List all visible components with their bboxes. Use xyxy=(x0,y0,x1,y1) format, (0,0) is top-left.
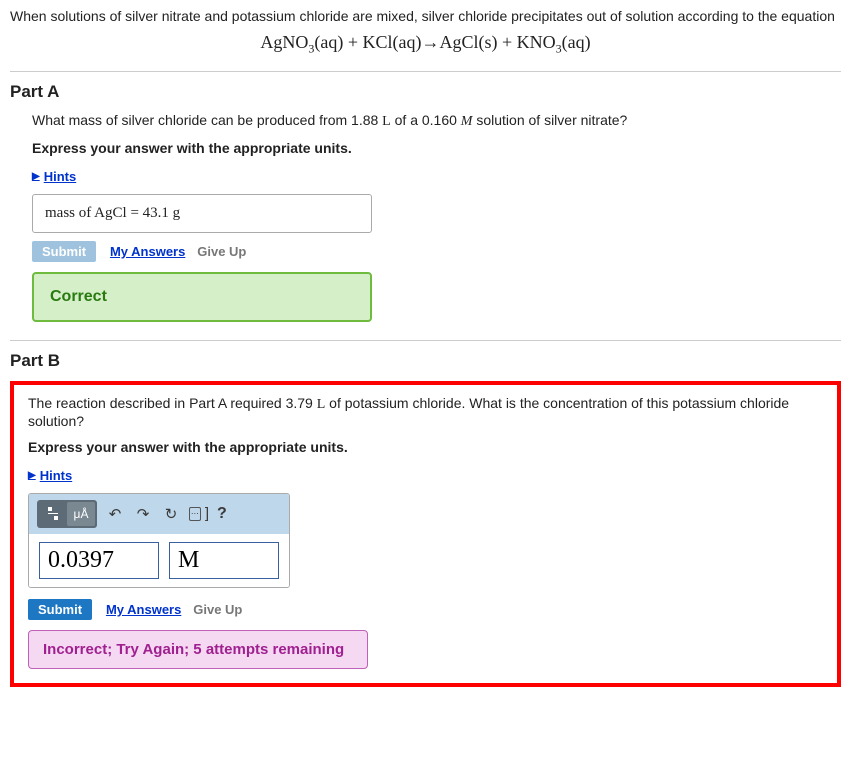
feedback-incorrect: Incorrect; Try Again; 5 attempts remaini… xyxy=(28,630,368,669)
reset-icon[interactable]: ↻ xyxy=(161,504,181,524)
unit-input[interactable] xyxy=(169,542,279,579)
eq-p3: (aq) xyxy=(562,32,591,52)
divider xyxy=(10,71,841,72)
give-up-link[interactable]: Give Up xyxy=(193,602,242,617)
redo-icon[interactable]: ↷ xyxy=(133,504,153,524)
chevron-right-icon: ▶ xyxy=(28,470,36,481)
part-a-instruction: Express your answer with the appropriate… xyxy=(32,140,841,156)
answer-box[interactable]: mass of AgCl = 43.1 g xyxy=(32,194,372,233)
format-group: μÅ xyxy=(37,500,97,528)
hints-label: Hints xyxy=(40,468,73,483)
part-b-instruction: Express your answer with the appropriate… xyxy=(28,439,823,455)
part-b-header: Part B xyxy=(10,351,841,371)
my-answers-link[interactable]: My Answers xyxy=(110,244,185,259)
feedback-correct: Correct xyxy=(32,272,372,322)
divider xyxy=(10,340,841,341)
help-icon[interactable]: ? xyxy=(217,505,227,523)
answer-value: 43.1 g xyxy=(143,205,181,221)
intro-text: When solutions of silver nitrate and pot… xyxy=(10,8,841,24)
give-up-link[interactable]: Give Up xyxy=(197,244,246,259)
chevron-right-icon: ▶ xyxy=(32,171,40,182)
part-a-header: Part A xyxy=(10,82,841,102)
fraction-icon[interactable] xyxy=(39,502,67,526)
equation: AgNO3(aq) + KCl(aq)→AgCl(s) + KNO3(aq) xyxy=(10,32,841,57)
eq-p1: AgNO xyxy=(260,32,308,52)
answer-input-box: μÅ ↶ ↷ ↻ ⋯ ] ? xyxy=(28,493,290,588)
toolbar: μÅ ↶ ↷ ↻ ⋯ ] ? xyxy=(29,494,289,534)
value-input[interactable] xyxy=(39,542,159,579)
eq-p2: (aq) + KCl(aq)→AgCl(s) + KNO xyxy=(314,32,555,52)
undo-icon[interactable]: ↶ xyxy=(105,504,125,524)
hints-link[interactable]: ▶ Hints xyxy=(28,468,72,483)
hints-label: Hints xyxy=(44,169,77,184)
submit-button[interactable]: Submit xyxy=(28,599,92,620)
my-answers-link[interactable]: My Answers xyxy=(106,602,181,617)
hints-link[interactable]: ▶ Hints xyxy=(32,169,76,184)
part-b-highlight: The reaction described in Part A require… xyxy=(10,381,841,687)
part-b-question: The reaction described in Part A require… xyxy=(28,395,823,429)
part-a-question: What mass of silver chloride can be prod… xyxy=(32,112,841,130)
submit-button[interactable]: Submit xyxy=(32,241,96,262)
units-icon[interactable]: μÅ xyxy=(67,502,95,526)
keyboard-icon[interactable]: ⋯ ] xyxy=(189,504,209,524)
answer-label: mass of AgCl = xyxy=(45,205,143,221)
